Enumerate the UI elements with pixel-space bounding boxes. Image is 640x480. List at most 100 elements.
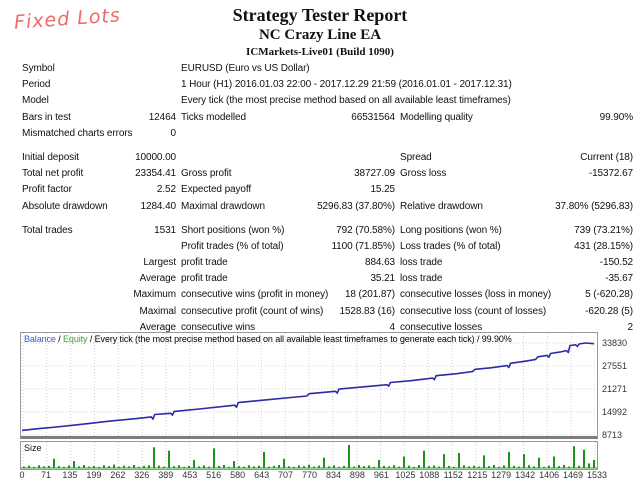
- report-cell: 37.80% (5296.83): [555, 200, 633, 212]
- report-table: Symbol EURUSD (Euro vs US Dollar) Period 1 …: [22, 62, 640, 337]
- report-cell: 66531564: [351, 111, 395, 123]
- report-cell: -35.67: [605, 273, 633, 285]
- report-cell: Gross profit: [181, 168, 232, 180]
- report-cell: EURUSD (Euro vs US Dollar): [181, 63, 310, 74]
- legend-part: /: [55, 334, 64, 344]
- report-cell: 23354.41: [135, 168, 176, 180]
- report-cell: Absolute drawdown: [22, 200, 108, 212]
- report-row: Mismatched charts errors 0: [22, 127, 640, 143]
- report-row: Average profit trade 35.21 loss trade -35.67: [22, 272, 640, 288]
- report-cell: Relative drawdown: [400, 200, 483, 212]
- report-cell: 38727.09: [354, 168, 395, 180]
- report-cell: 1531: [154, 224, 176, 236]
- x-axis-label: 580: [230, 470, 246, 480]
- report-cell: Spread: [400, 151, 432, 163]
- report-cell: 4: [389, 321, 396, 333]
- x-axis-label: 262: [110, 470, 126, 480]
- report-cell: 10000.00: [135, 151, 176, 163]
- report-cell: Total trades: [22, 224, 73, 236]
- report-cell: Every tick (the most precise method base…: [181, 95, 511, 107]
- report-header: Strategy Tester Report NC Crazy Line EA …: [0, 0, 640, 58]
- ea-name: NC Crazy Line EA: [258, 27, 382, 43]
- x-axis-label: 1152: [443, 470, 463, 480]
- x-axis-label: 898: [349, 470, 365, 480]
- report-cell: 18 (201.87): [344, 289, 395, 301]
- report-cell: Period: [22, 79, 51, 91]
- report-row: Maximal consecutive profit (count of wins…: [22, 305, 640, 321]
- report-row: Initial deposit 10000.00 Spread Current (18…: [22, 151, 640, 167]
- report-row: Average consecutive wins 4 consecutive loss…: [22, 321, 640, 337]
- report-cell: 1528.83 (16): [339, 305, 395, 317]
- report-cell: 1284.40: [140, 200, 177, 212]
- report-cell: Maximal: [139, 305, 176, 317]
- report-cell: 739 (73.21%): [574, 224, 633, 236]
- report-row: Maximum consecutive wins (profit in money…: [22, 288, 640, 304]
- x-axis-label: 1533: [586, 470, 608, 480]
- x-axis-label: 135: [62, 470, 78, 480]
- report-cell: profit trade: [181, 257, 228, 269]
- x-axis-label: 1469: [563, 470, 584, 480]
- report-cell: Maximal drawdown: [181, 200, 265, 212]
- legend-part: Balance: [24, 334, 56, 344]
- x-axis-label: 1215: [467, 470, 488, 480]
- x-axis-label: 199: [86, 470, 102, 480]
- report-cell: Model: [22, 95, 49, 107]
- report-cell: consecutive losses (loss in money): [400, 289, 552, 301]
- report-cell: consecutive profit (count of wins): [181, 305, 324, 317]
- report-cell: profit trade: [181, 273, 228, 285]
- report-row: Total net profit 23354.41 Gross profit 3872…: [22, 167, 640, 183]
- x-axis-label: 770: [301, 470, 318, 480]
- report-cell: 0: [170, 127, 177, 139]
- balance-chart: [20, 332, 598, 439]
- report-cell: 35.21: [370, 273, 395, 285]
- x-axis-label: 643: [254, 470, 270, 480]
- y-axis-label: 8713: [602, 430, 623, 440]
- x-axis-label: 0: [19, 470, 25, 480]
- x-axis-label: 961: [373, 470, 389, 480]
- report-cell: 15.25: [370, 184, 395, 196]
- report-cell: Loss trades (% of total): [400, 240, 501, 252]
- balance-chart-legend: Balance / Equity / Every tick (the most …: [24, 334, 512, 344]
- report-cell: 12464: [148, 111, 176, 123]
- report-cell: 431 (28.15%): [574, 240, 633, 252]
- report-cell: Largest: [143, 257, 176, 269]
- report-cell: Ticks modelled: [181, 111, 246, 123]
- report-cell: Mismatched charts errors: [22, 127, 133, 139]
- report-cell: Profit factor: [22, 184, 72, 196]
- x-axis-label: 1342: [515, 470, 536, 480]
- x-axis-label: 453: [182, 470, 198, 480]
- report-cell: consecutive losses: [400, 321, 483, 333]
- legend-part: Equity: [63, 334, 88, 344]
- report-cell: consecutive wins: [181, 321, 255, 333]
- report-cell: Average: [139, 321, 176, 333]
- report-cell: Current (18): [580, 151, 633, 163]
- y-axis-label: 21271: [602, 384, 628, 394]
- report-cell: 884.63: [365, 257, 395, 269]
- report-row: Period 1 Hour (H1) 2016.01.03 22:00 - 201…: [22, 78, 640, 94]
- balance-curve-svg: [21, 333, 596, 436]
- report-row: Profit trades (% of total) 1100 (71.85%) L…: [22, 240, 640, 256]
- report-cell: 1 Hour (H1) 2016.01.03 22:00 - 2017.12.2…: [181, 79, 512, 91]
- report-cell: Bars in test: [22, 111, 71, 123]
- report-cell: -150.52: [599, 257, 633, 269]
- x-axis-label: 1025: [395, 470, 416, 480]
- report-row: Absolute drawdown 1284.40 Maximal drawdown…: [22, 200, 640, 216]
- report-cell: 1100 (71.85%): [331, 240, 395, 252]
- report-cell: 792 (70.58%): [336, 224, 395, 236]
- report-cell: Expected payoff: [181, 184, 252, 196]
- server-build: ICMarkets-Live01 (Build 1090): [246, 46, 394, 58]
- report-cell: -15372.67: [588, 168, 633, 180]
- report-cell: Modelling quality: [400, 111, 473, 123]
- report-cell: Total net profit: [22, 168, 84, 180]
- report-cell: consecutive loss (count of losses): [400, 305, 547, 317]
- report-cell: 99.90%: [599, 111, 633, 123]
- report-cell: 5296.83 (37.80%): [317, 200, 395, 212]
- y-axis-label: 33830: [602, 338, 628, 348]
- report-cell: Average: [139, 273, 176, 285]
- size-bars-svg: [21, 442, 597, 469]
- y-axis-label: 14992: [602, 407, 628, 417]
- report-cell: Initial deposit: [22, 151, 79, 163]
- report-cell: Maximum: [133, 289, 176, 301]
- report-cell: Gross loss: [400, 168, 447, 180]
- x-axis-label: 834: [325, 470, 341, 480]
